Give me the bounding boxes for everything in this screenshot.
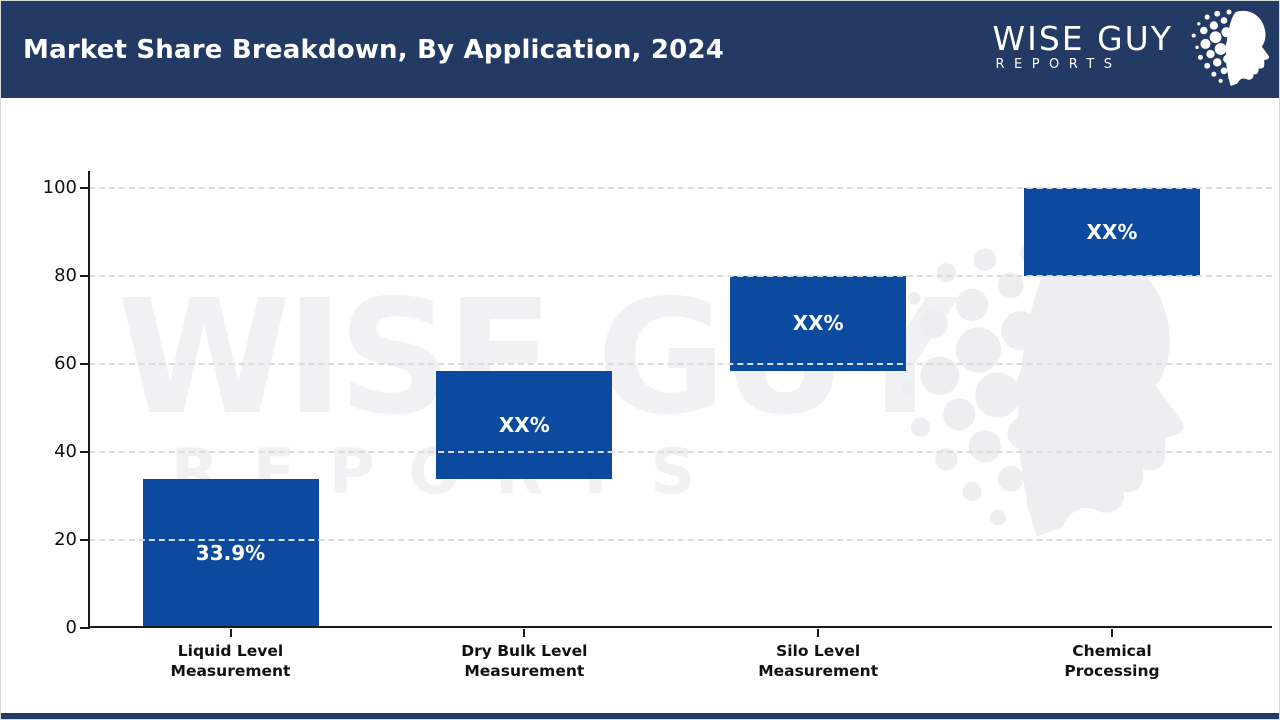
category-label-line: Measurement bbox=[758, 662, 879, 680]
category-label-2: Dry Bulk Level Measurement bbox=[404, 641, 644, 681]
y-tick-label-60: 60 bbox=[54, 353, 77, 374]
plot-area: 0 20 40 60 80 100 33.9% XX% XX% XX% Liquid Level Me… bbox=[1, 98, 1279, 715]
bar-value-label: 33.9% bbox=[195, 541, 266, 566]
category-label-4: Chemical Processing bbox=[992, 641, 1232, 681]
y-tick-mark-80 bbox=[80, 275, 88, 277]
y-tick-mark-60 bbox=[80, 363, 88, 365]
y-tick-mark-0 bbox=[80, 627, 88, 629]
bar-segment-4: XX% bbox=[1023, 188, 1200, 276]
bar-value-label: XX% bbox=[498, 412, 550, 437]
category-label-line: Liquid Level bbox=[177, 642, 284, 660]
bar-segment-1: 33.9% bbox=[142, 478, 319, 628]
header-bar: Market Share Breakdown, By Application, … bbox=[1, 1, 1279, 98]
y-tick-mark-100 bbox=[80, 187, 88, 189]
bar-value-label: XX% bbox=[792, 311, 844, 336]
category-label-3: Silo Level Measurement bbox=[698, 641, 938, 681]
category-label-line: Processing bbox=[1064, 662, 1160, 680]
wise-guy-face-icon bbox=[1191, 9, 1270, 86]
gridline-60 bbox=[89, 363, 1272, 365]
footer-bar bbox=[1, 713, 1279, 719]
gridline-100 bbox=[89, 187, 1272, 189]
x-tick-mark-3 bbox=[817, 629, 820, 637]
category-label-1: Liquid Level Measurement bbox=[111, 641, 351, 681]
y-tick-mark-20 bbox=[80, 539, 88, 541]
watermark-face-icon bbox=[886, 243, 1184, 537]
category-label-line: Silo Level bbox=[776, 642, 861, 660]
gridline-20 bbox=[89, 539, 1272, 541]
category-label-line: Measurement bbox=[170, 662, 291, 680]
y-tick-mark-40 bbox=[80, 451, 88, 453]
y-tick-label-100: 100 bbox=[42, 177, 77, 198]
bar-value-label: XX% bbox=[1086, 220, 1138, 244]
brand-name: WISE GUY bbox=[992, 19, 1173, 58]
category-label-line: Chemical bbox=[1072, 642, 1152, 660]
y-tick-label-0: 0 bbox=[65, 617, 77, 638]
chart-title: Market Share Breakdown, By Application, … bbox=[23, 34, 725, 65]
category-label-line: Dry Bulk Level bbox=[461, 642, 588, 660]
bar-segment-3: XX% bbox=[730, 276, 907, 371]
brand-subname: REPORTS bbox=[995, 57, 1122, 72]
y-tick-label-80: 80 bbox=[54, 265, 77, 286]
x-tick-mark-4 bbox=[1110, 629, 1113, 637]
x-axis-line bbox=[88, 626, 1272, 628]
bar-segment-2: XX% bbox=[436, 370, 613, 479]
y-tick-label-40: 40 bbox=[54, 441, 77, 462]
x-tick-mark-1 bbox=[229, 629, 232, 637]
y-axis-line bbox=[88, 171, 90, 629]
category-label-line: Measurement bbox=[464, 662, 585, 680]
y-tick-label-20: 20 bbox=[54, 529, 77, 550]
gridline-40 bbox=[89, 451, 1272, 453]
gridline-80 bbox=[89, 275, 1272, 277]
x-tick-mark-2 bbox=[523, 629, 526, 637]
brand-logo-text: WISE GUY REPORTS bbox=[992, 21, 1173, 73]
